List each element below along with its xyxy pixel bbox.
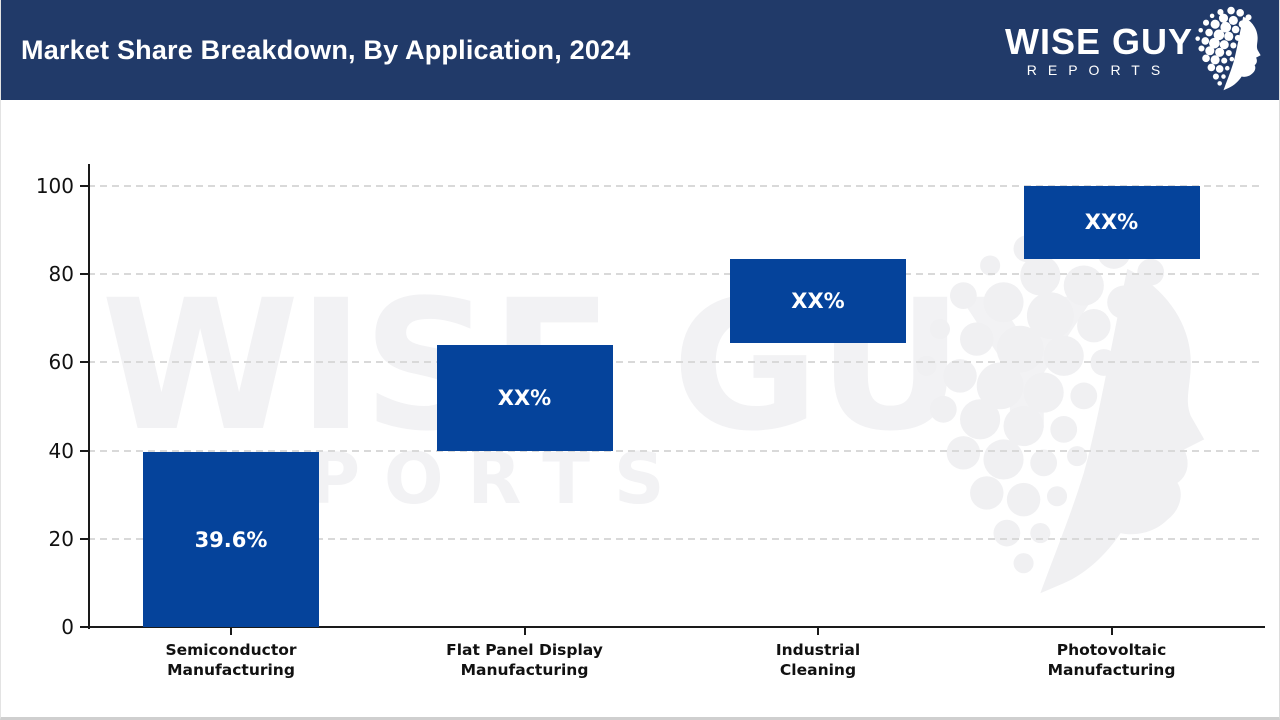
bar-value-label: XX% bbox=[497, 385, 552, 410]
y-tick bbox=[80, 449, 88, 452]
y-tick-label: 40 bbox=[48, 438, 74, 463]
bar bbox=[143, 452, 319, 627]
x-category-label: Industrial Cleaning bbox=[673, 640, 963, 680]
bar-value-label: XX% bbox=[1084, 210, 1139, 235]
x-category-label: Photovoltaic Manufacturing bbox=[967, 640, 1257, 680]
bar-value-label: 39.6% bbox=[194, 527, 268, 552]
x-category-label-line: Industrial bbox=[775, 641, 861, 659]
x-category-label-line: Manufacturing bbox=[460, 661, 589, 679]
wiseguy-logo: WISE GUY REPORTS bbox=[1005, 6, 1271, 94]
y-tick-label: 0 bbox=[61, 615, 74, 639]
y-tick-label: 60 bbox=[48, 350, 74, 375]
bar-value-label: XX% bbox=[791, 288, 845, 313]
x-category-label-line: Flat Panel Display bbox=[446, 641, 603, 659]
y-axis-line bbox=[88, 164, 90, 629]
wiseguy-logo-subtitle: REPORTS bbox=[1026, 62, 1172, 78]
y-tick bbox=[80, 537, 88, 540]
y-tick-label: 20 bbox=[48, 526, 74, 551]
x-category-label: Flat Panel Display Manufacturing bbox=[380, 640, 670, 680]
header-bar: Market Share Breakdown, By Application, … bbox=[1, 0, 1279, 100]
x-category-label-line: Manufacturing bbox=[167, 661, 295, 679]
bar bbox=[730, 258, 906, 343]
wiseguy-logo-name: WISE GUY bbox=[1004, 21, 1193, 62]
y-tick-label: 80 bbox=[48, 262, 74, 287]
bar bbox=[1023, 186, 1200, 259]
x-tick bbox=[1110, 627, 1113, 635]
x-category-label-line: Photovoltaic bbox=[1056, 641, 1167, 659]
x-tick bbox=[523, 627, 526, 635]
y-tick bbox=[80, 626, 88, 628]
bar bbox=[436, 344, 613, 451]
x-category-label: Semiconductor Manufacturing bbox=[86, 640, 376, 680]
x-category-label-line: Manufacturing bbox=[1047, 661, 1176, 679]
x-axis-line bbox=[88, 626, 1265, 628]
x-category-label-line: Semiconductor bbox=[165, 641, 297, 659]
gridline bbox=[88, 449, 1263, 452]
x-category-label-line: Cleaning bbox=[779, 661, 857, 679]
gridline bbox=[88, 185, 1263, 187]
x-tick bbox=[230, 627, 232, 635]
wiseguy-head-logo-icon bbox=[1195, 6, 1261, 91]
wiseguy-logo-text: WISE GUY REPORTS bbox=[1004, 21, 1193, 79]
y-tick bbox=[80, 361, 88, 364]
gridline bbox=[88, 361, 1263, 364]
gridline bbox=[88, 273, 1263, 276]
page-title: Market Share Breakdown, By Application, … bbox=[21, 34, 631, 65]
gridline bbox=[88, 537, 1263, 540]
y-tick bbox=[80, 185, 88, 187]
x-tick bbox=[817, 627, 819, 635]
y-tick bbox=[80, 273, 88, 276]
y-tick-label: 100 bbox=[35, 174, 74, 198]
